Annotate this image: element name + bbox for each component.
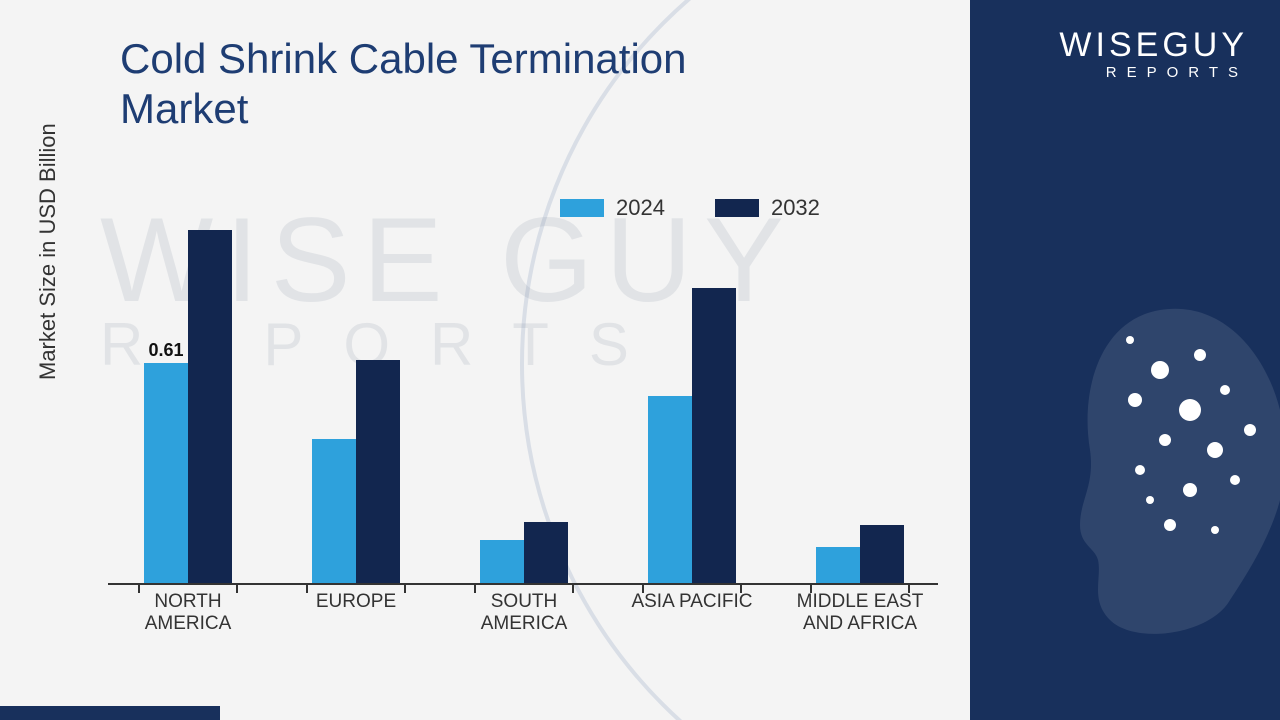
bar [356, 360, 400, 583]
category-label: NORTH AMERICA [118, 591, 258, 635]
brand-logo-main: WISEGUY [1059, 28, 1248, 62]
bar [692, 288, 736, 583]
brand-side-panel [970, 0, 1280, 720]
chart-title: Cold Shrink Cable Termination Market [120, 34, 760, 135]
bar [816, 547, 860, 583]
legend-label-2024: 2024 [616, 195, 665, 221]
bar-value-label: 0.61 [148, 340, 183, 363]
y-axis-label: Market Size in USD Billion [35, 123, 61, 380]
category-label: MIDDLE EAST AND AFRICA [790, 591, 930, 635]
legend-swatch-2032 [715, 199, 759, 217]
bar [524, 522, 568, 583]
x-axis-line [108, 583, 938, 585]
brand-logo: WISEGUY REPORTS [1059, 28, 1248, 81]
chart-canvas: WISE GUY REPORTS Cold Shrink Cable Termi… [0, 0, 1280, 720]
bottom-accent-bar [0, 706, 220, 720]
category-label: EUROPE [286, 591, 426, 613]
category-label: ASIA PACIFIC [622, 591, 762, 613]
bar [648, 396, 692, 583]
bar: 0.61 [144, 363, 188, 583]
legend-item-2024: 2024 [560, 195, 665, 221]
bar-chart: 0.61NORTH AMERICAEUROPESOUTH AMERICAASIA… [108, 225, 938, 585]
legend-label-2032: 2032 [771, 195, 820, 221]
category-label: SOUTH AMERICA [454, 591, 594, 635]
legend-item-2032: 2032 [715, 195, 820, 221]
bar [480, 540, 524, 583]
brand-logo-sub: REPORTS [1059, 64, 1248, 81]
bar [312, 439, 356, 583]
bar [860, 525, 904, 583]
legend: 2024 2032 [560, 195, 820, 221]
bar [188, 230, 232, 583]
legend-swatch-2024 [560, 199, 604, 217]
